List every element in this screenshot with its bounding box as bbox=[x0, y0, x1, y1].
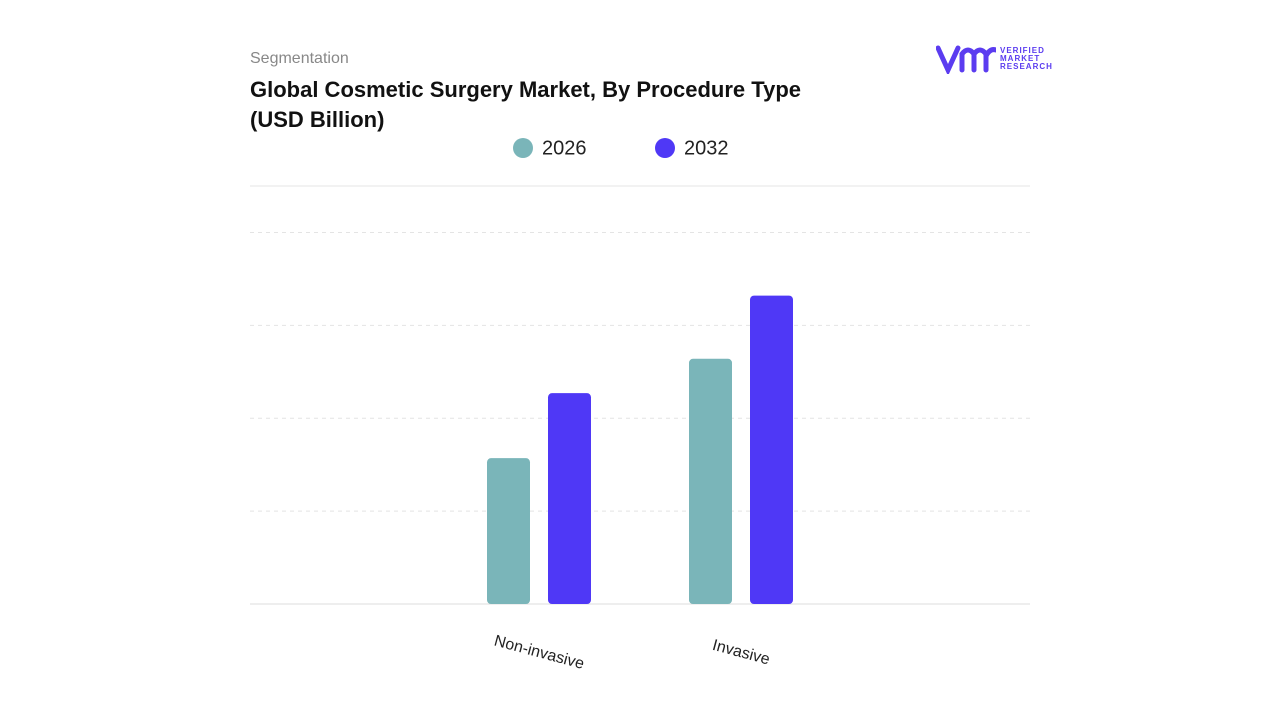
legend-marker bbox=[513, 138, 533, 158]
logo-line: MARKET bbox=[1000, 54, 1041, 63]
logo-line: VERIFIED bbox=[1000, 46, 1045, 55]
bar bbox=[689, 358, 732, 604]
legend-marker bbox=[655, 138, 675, 158]
subtitle: Segmentation bbox=[250, 50, 349, 67]
chart-title: Global Cosmetic Surgery Market, By Proce… bbox=[250, 77, 801, 132]
x-tick-label: Invasive bbox=[711, 637, 772, 669]
logo-line: RESEARCH bbox=[1000, 62, 1053, 71]
bar bbox=[487, 458, 530, 604]
legend-label: 2026 bbox=[542, 137, 587, 159]
bar bbox=[548, 393, 591, 604]
x-tick-label: Non-invasive bbox=[492, 633, 586, 673]
logo-text: VERIFIED MARKET RESEARCH bbox=[1000, 47, 1053, 71]
logo-mark bbox=[936, 45, 996, 74]
logo-shape bbox=[936, 45, 996, 74]
legend-label: 2032 bbox=[684, 137, 729, 159]
logo: VERIFIED MARKET RESEARCH bbox=[936, 44, 1053, 74]
bar bbox=[750, 295, 793, 604]
